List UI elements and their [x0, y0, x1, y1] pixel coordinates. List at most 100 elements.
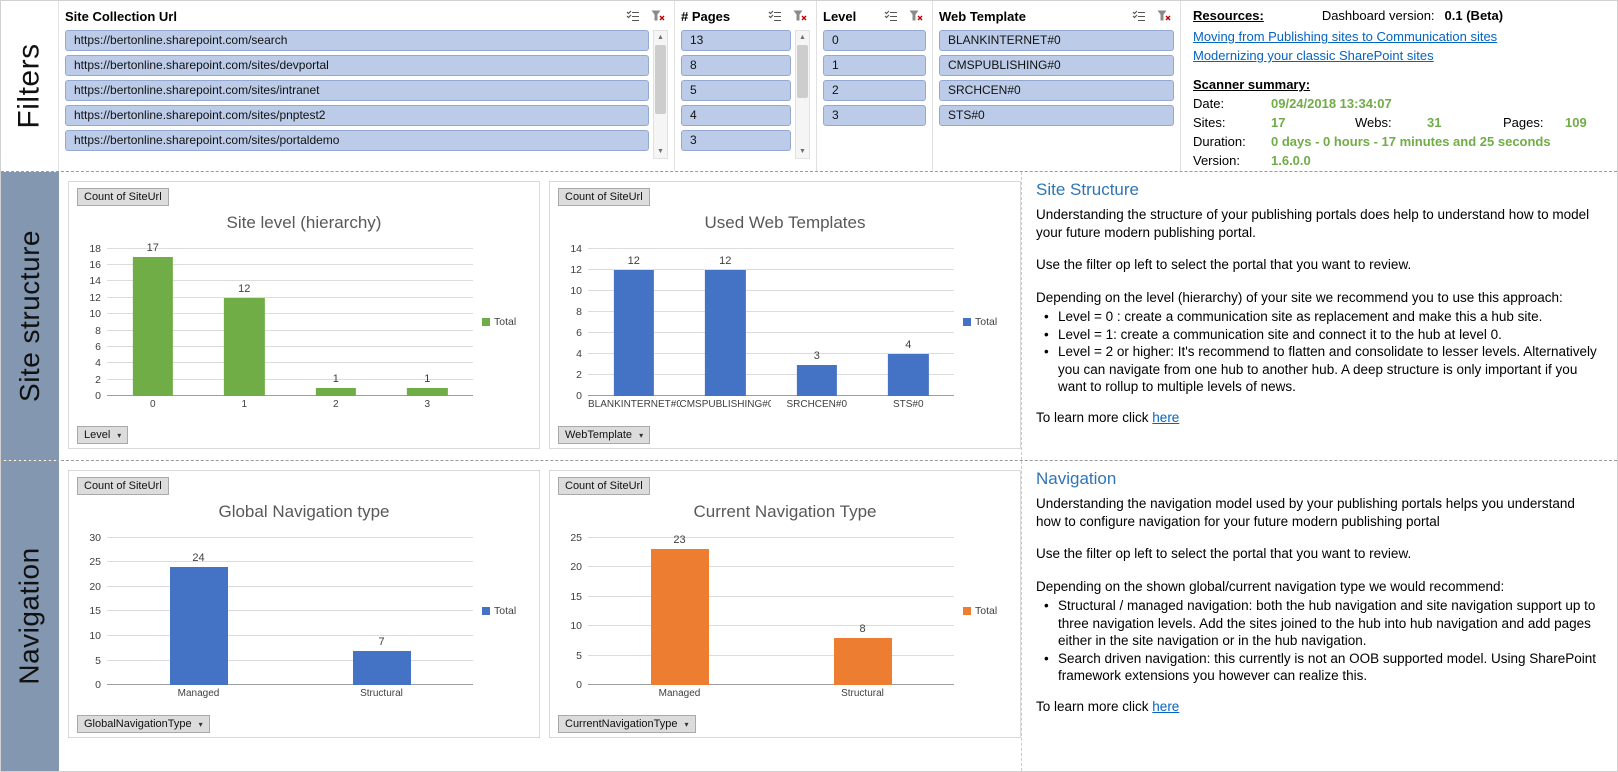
scroll-up-icon[interactable]: ▲: [657, 34, 664, 41]
axis-field-button[interactable]: WebTemplate ▾: [558, 426, 651, 444]
clear-filter-icon[interactable]: [790, 8, 810, 25]
x-axis-labels: BLANKINTERNET#0 CMSPUBLISHING#0 SRCHCEN#0 S…: [558, 399, 1012, 416]
site-structure-section-label: Site structure: [14, 230, 46, 402]
multiselect-icon[interactable]: [1129, 8, 1149, 25]
slicer-item[interactable]: 8: [681, 55, 791, 76]
x-category-label: Managed: [177, 688, 220, 700]
clear-filter-icon[interactable]: [906, 8, 926, 25]
slicer-item[interactable]: SRCHCEN#0: [939, 80, 1174, 101]
bar[interactable]: [407, 388, 448, 397]
bar-value-label: 17: [146, 241, 159, 254]
slicer-web-template: Web Template BLANKINTERNET#0 CMSPUBLISHIN…: [933, 1, 1181, 171]
y-axis: 0 2 4 6 8 10 12 14 16 18: [77, 243, 107, 403]
bar[interactable]: [169, 567, 228, 686]
slicer-item[interactable]: 3: [823, 105, 926, 126]
pivot-field-button[interactable]: Count of SiteUrl: [558, 477, 650, 495]
gridline: [107, 280, 473, 282]
gridline: [107, 395, 473, 397]
chart-title: Current Navigation Type: [693, 501, 877, 521]
bar[interactable]: [613, 269, 654, 397]
x-category-label: Structural: [841, 688, 884, 700]
slicer-header: Level: [823, 5, 926, 27]
slicer-item[interactable]: https://bertonline.sharepoint.com/search: [65, 30, 649, 51]
pivot-field-button[interactable]: Count of SiteUrl: [558, 188, 650, 206]
webs-label: Webs:: [1355, 115, 1392, 130]
bar[interactable]: [705, 269, 746, 397]
scrollbar-track[interactable]: [796, 44, 809, 145]
slicer-scrollbar[interactable]: ▲ ▼: [795, 30, 810, 159]
bar[interactable]: [224, 297, 265, 397]
resources-header-row: Resources: Dashboard version: 0.1 (Beta): [1193, 7, 1605, 25]
resource-link[interactable]: Moving from Publishing sites to Communic…: [1193, 29, 1498, 44]
pages-value: 109: [1565, 115, 1587, 130]
legend-label: Total: [494, 316, 517, 329]
slicer-item[interactable]: 4: [681, 105, 791, 126]
scrollbar-thumb[interactable]: [655, 45, 666, 114]
multiselect-icon[interactable]: [623, 8, 643, 25]
y-tick-label: 18: [89, 242, 101, 255]
multiselect-icon[interactable]: [765, 8, 785, 25]
chart-plot-area: 24 7: [107, 536, 473, 686]
filters-section: Filters Site Collection Url https://bert…: [1, 1, 1617, 172]
bar-value-label: 3: [813, 349, 820, 362]
duration-label: Duration:: [1193, 134, 1246, 149]
axis-field-button[interactable]: Level ▾: [77, 426, 129, 444]
scrollbar-thumb[interactable]: [797, 45, 808, 98]
scroll-down-icon[interactable]: ▼: [799, 148, 806, 155]
pivot-field-button[interactable]: Count of SiteUrl: [77, 188, 169, 206]
bar[interactable]: [833, 638, 892, 686]
bar[interactable]: [315, 388, 356, 397]
slicer-item[interactable]: 2: [823, 80, 926, 101]
y-tick-label: 10: [89, 630, 101, 643]
pivot-field-button[interactable]: Count of SiteUrl: [77, 477, 169, 495]
slicer-item[interactable]: 3: [681, 130, 791, 151]
legend-swatch-icon: [963, 318, 971, 327]
bar[interactable]: [650, 549, 709, 686]
bar-value-label: 7: [378, 635, 385, 648]
bar[interactable]: [796, 364, 837, 397]
y-tick-label: 25: [89, 556, 101, 569]
learn-more-link[interactable]: here: [1152, 409, 1180, 425]
multiselect-icon[interactable]: [881, 8, 901, 25]
axis-field-button[interactable]: CurrentNavigationType ▾: [558, 715, 696, 733]
scroll-up-icon[interactable]: ▲: [799, 34, 806, 41]
slicer-item[interactable]: 13: [681, 30, 791, 51]
bar[interactable]: [352, 650, 411, 686]
slicer-item[interactable]: BLANKINTERNET#0: [939, 30, 1174, 51]
learn-more-link[interactable]: here: [1152, 698, 1180, 714]
slicer-item[interactable]: 0: [823, 30, 926, 51]
x-category-label: Managed: [658, 688, 701, 700]
bar[interactable]: [888, 354, 929, 397]
clear-filter-icon[interactable]: [1154, 8, 1174, 25]
slicer-title: # Pages: [681, 8, 731, 24]
y-tick-label: 15: [89, 605, 101, 618]
slicer-item[interactable]: 1: [823, 55, 926, 76]
scrollbar-track[interactable]: [654, 44, 667, 145]
slicer-item[interactable]: 5: [681, 80, 791, 101]
resources-heading: Resources:: [1193, 8, 1264, 23]
y-tick-label: 0: [576, 679, 582, 692]
scanner-summary-heading: Scanner summary:: [1193, 77, 1311, 92]
x-category-row: Managed Structural: [107, 688, 473, 705]
clear-filter-icon[interactable]: [648, 8, 668, 25]
y-tick-label: 10: [570, 284, 582, 297]
chart-global-navigation: Count of SiteUrl Global Navigation type 0 5…: [68, 470, 540, 738]
slicer-item[interactable]: https://bertonline.sharepoint.com/sites/…: [65, 80, 649, 101]
slicer-item[interactable]: STS#0: [939, 105, 1174, 126]
scroll-down-icon[interactable]: ▼: [657, 148, 664, 155]
gridline: [107, 610, 473, 612]
slicer-item[interactable]: https://bertonline.sharepoint.com/sites/…: [65, 55, 649, 76]
slicer-item[interactable]: CMSPUBLISHING#0: [939, 55, 1174, 76]
slicer-header: # Pages: [681, 5, 810, 27]
slicer-scrollbar[interactable]: ▲ ▼: [653, 30, 668, 159]
y-axis: 0 5 10 15 20 25: [558, 532, 588, 692]
y-tick-label: 6: [576, 327, 582, 340]
slicer-item[interactable]: https://bertonline.sharepoint.com/sites/…: [65, 105, 649, 126]
x-axis-spacer: [473, 399, 531, 416]
slicer-item[interactable]: https://bertonline.sharepoint.com/sites/…: [65, 130, 649, 151]
axis-field-button[interactable]: GlobalNavigationType ▾: [77, 715, 210, 733]
x-axis-spacer: [558, 399, 588, 416]
bar[interactable]: [132, 256, 173, 397]
resource-link[interactable]: Modernizing your classic SharePoint site…: [1193, 48, 1434, 63]
chart-title: Site level (hierarchy): [226, 212, 382, 232]
